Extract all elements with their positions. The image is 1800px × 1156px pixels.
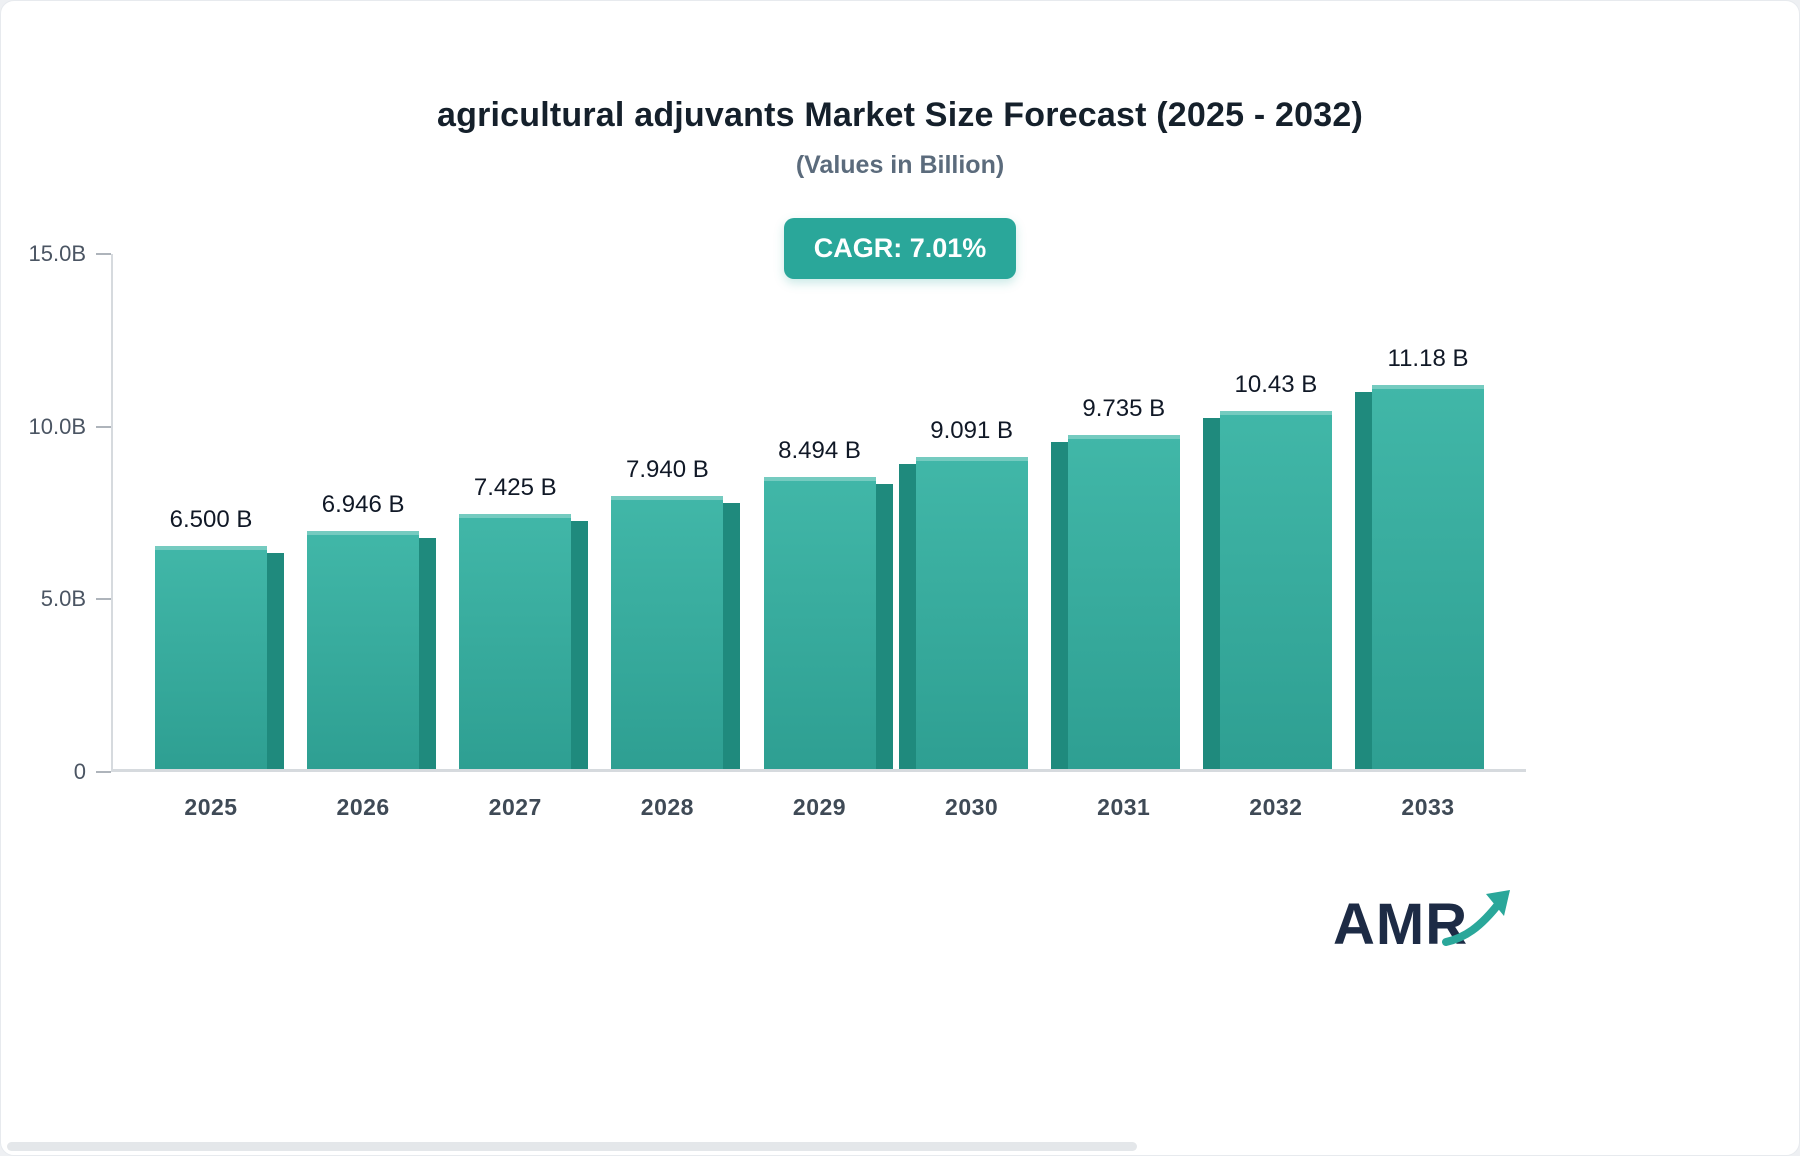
bar-side-face	[571, 521, 589, 769]
y-axis-tick-mark	[96, 253, 111, 255]
bar[interactable]	[1355, 385, 1484, 769]
bar-value-label: 6.946 B	[321, 490, 405, 518]
x-axis-label: 2028	[640, 794, 694, 820]
chart-header: agricultural adjuvants Market Size Forec…	[1, 1, 1799, 279]
bar-value-label: 6.500 B	[169, 505, 253, 533]
bar[interactable]	[459, 514, 589, 769]
y-axis-tick-label: 0	[73, 759, 86, 784]
bar[interactable]	[611, 496, 741, 769]
x-axis-label: 2031	[1097, 794, 1151, 820]
bar-side-face	[723, 503, 741, 769]
bar-group: 6.500 B 2025	[141, 254, 284, 820]
bar-side-face	[1050, 441, 1068, 769]
x-axis-label: 2025	[184, 794, 238, 820]
x-axis-label: 2032	[1249, 794, 1303, 820]
page-title: agricultural adjuvants Market Size Forec…	[437, 96, 1363, 134]
bar-group: 10.43 B 2032	[1202, 254, 1346, 820]
bar-side-face	[898, 463, 916, 769]
y-axis: 15.0B 10.0B 5.0B 0	[28, 241, 111, 784]
x-axis-label: 2027	[488, 794, 542, 820]
page-subtitle: (Values in Billion)	[795, 151, 1005, 179]
bar-value-label: 8.494 B	[778, 437, 861, 465]
x-axis-label: 2026	[336, 794, 390, 820]
bar-group: 7.940 B 2028	[597, 254, 741, 820]
y-axis-tick-mark	[96, 598, 111, 601]
bar[interactable]	[1050, 434, 1180, 769]
bar[interactable]	[898, 456, 1028, 769]
bar-value-label: 10.43 B	[1234, 370, 1318, 398]
bar-side-face	[419, 537, 437, 769]
horizontal-scrollbar[interactable]	[7, 1142, 1137, 1151]
bar-group: 7.425 B 2027	[445, 254, 589, 820]
y-axis-tick-label: 15.0B	[28, 241, 87, 266]
bar-value-label: 9.735 B	[1082, 394, 1166, 422]
bar[interactable]	[1202, 410, 1332, 769]
bar-side-face	[1202, 417, 1220, 769]
bar-value-label: 7.425 B	[473, 474, 557, 502]
bar-group: 9.735 B 2031	[1050, 254, 1194, 820]
y-axis-tick-mark	[96, 771, 111, 773]
bar-value-label: 11.18 B	[1387, 345, 1469, 373]
y-axis-tick-label: 5.0B	[40, 586, 86, 612]
bar-group: 6.946 B 2026	[293, 254, 437, 820]
logo-text: AMR	[1333, 892, 1469, 957]
x-axis-label: 2033	[1401, 794, 1455, 820]
plot-area: 6.500 B 2025 6.946 B 2026 7.425 B 2027 7.940 B…	[111, 254, 1526, 820]
cagr-badge: CAGR: 7.01%	[783, 218, 1017, 279]
amr-logo: AMR	[1333, 889, 1514, 958]
bar[interactable]	[155, 545, 284, 769]
bar-side-face	[875, 484, 893, 769]
y-axis-tick-mark	[96, 425, 111, 428]
bar[interactable]	[307, 530, 437, 769]
bar-value-label: 9.091 B	[930, 416, 1013, 444]
x-axis-label: 2030	[945, 794, 999, 820]
bar-group: 8.494 B 2029	[750, 254, 893, 820]
bar-value-label: 7.940 B	[626, 456, 709, 484]
bar-chart: 15.0B 10.0B 5.0B 0 6.500 B 2025 6.946 B 2026 7.…	[28, 241, 1526, 820]
bar-side-face	[267, 552, 284, 769]
y-axis-tick-label: 10.0B	[28, 413, 87, 439]
bar[interactable]	[763, 477, 893, 769]
logo-arrow-icon	[1442, 889, 1511, 946]
bar-side-face	[1355, 392, 1372, 769]
bar-group: 9.091 B 2030	[898, 254, 1042, 820]
bar-group: 11.18 B 2033	[1355, 254, 1498, 820]
x-axis-label: 2029	[792, 794, 847, 820]
